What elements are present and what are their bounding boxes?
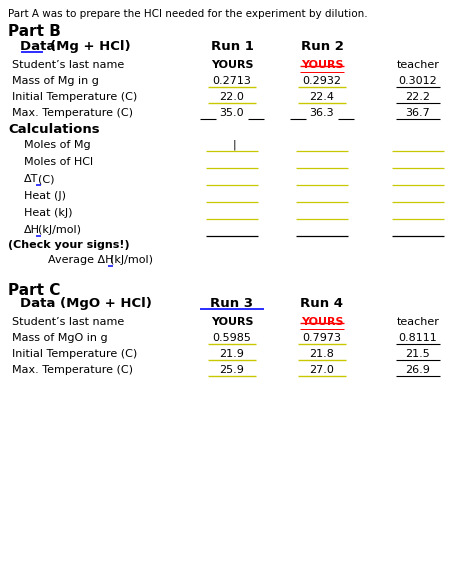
Text: ΔT: ΔT [24, 174, 38, 184]
Text: 35.0: 35.0 [219, 108, 244, 118]
Text: YOURS: YOURS [301, 317, 343, 327]
Text: Data: Data [20, 40, 60, 53]
Text: 26.9: 26.9 [406, 365, 431, 375]
Text: Data (MgO + HCl): Data (MgO + HCl) [20, 297, 152, 310]
Text: (Check your signs!): (Check your signs!) [8, 240, 129, 250]
Text: Student’s last name: Student’s last name [12, 60, 124, 70]
Text: 25.9: 25.9 [219, 365, 244, 375]
Text: |: | [232, 140, 236, 151]
Text: Initial Temperature (C): Initial Temperature (C) [12, 349, 137, 359]
Text: Student’s last name: Student’s last name [12, 317, 124, 327]
Text: (kJ/mol): (kJ/mol) [110, 255, 153, 265]
Text: Mass of Mg in g: Mass of Mg in g [12, 76, 99, 86]
Text: Initial Temperature (C): Initial Temperature (C) [12, 92, 137, 102]
Text: Run 4: Run 4 [301, 297, 343, 310]
Text: 22.4: 22.4 [310, 92, 334, 102]
Text: Max. Temperature (C): Max. Temperature (C) [12, 108, 133, 118]
Text: YOURS: YOURS [211, 317, 253, 327]
Text: Part A was to prepare the HCl needed for the experiment by dilution.: Part A was to prepare the HCl needed for… [8, 9, 368, 19]
Text: Mass of MgO in g: Mass of MgO in g [12, 333, 107, 343]
Text: 21.9: 21.9 [219, 349, 244, 359]
Text: (Mg + HCl): (Mg + HCl) [50, 40, 131, 53]
Text: YOURS: YOURS [211, 60, 253, 70]
Text: 36.7: 36.7 [406, 108, 431, 118]
Text: 22.0: 22.0 [219, 92, 244, 102]
Text: Run 3: Run 3 [211, 297, 254, 310]
Text: Run 2: Run 2 [301, 40, 343, 53]
Text: Calculations: Calculations [8, 123, 99, 136]
Text: Moles of HCl: Moles of HCl [24, 157, 93, 167]
Text: Moles of Mg: Moles of Mg [24, 140, 91, 150]
Text: Run 1: Run 1 [211, 40, 253, 53]
Text: Part C: Part C [8, 283, 61, 298]
Text: Average ΔH: Average ΔH [48, 255, 113, 265]
Text: 0.5985: 0.5985 [212, 333, 251, 343]
Text: teacher: teacher [397, 317, 439, 327]
Text: Heat (J): Heat (J) [24, 191, 66, 201]
Text: 0.3012: 0.3012 [399, 76, 438, 86]
Text: Part B: Part B [8, 24, 61, 39]
Text: (kJ/mol): (kJ/mol) [38, 225, 81, 235]
Text: 0.7973: 0.7973 [303, 333, 341, 343]
Text: 21.5: 21.5 [406, 349, 431, 359]
Text: ΔH: ΔH [24, 225, 40, 235]
Text: Heat (kJ): Heat (kJ) [24, 208, 73, 218]
Text: Max. Temperature (C): Max. Temperature (C) [12, 365, 133, 375]
Text: teacher: teacher [397, 60, 439, 70]
Text: 27.0: 27.0 [310, 365, 334, 375]
Text: 0.2713: 0.2713 [212, 76, 251, 86]
Text: 0.8111: 0.8111 [399, 333, 438, 343]
Text: (C): (C) [38, 174, 54, 184]
Text: 0.2932: 0.2932 [303, 76, 341, 86]
Text: 36.3: 36.3 [310, 108, 334, 118]
Text: 22.2: 22.2 [406, 92, 431, 102]
Text: 21.8: 21.8 [310, 349, 334, 359]
Text: YOURS: YOURS [301, 60, 343, 70]
